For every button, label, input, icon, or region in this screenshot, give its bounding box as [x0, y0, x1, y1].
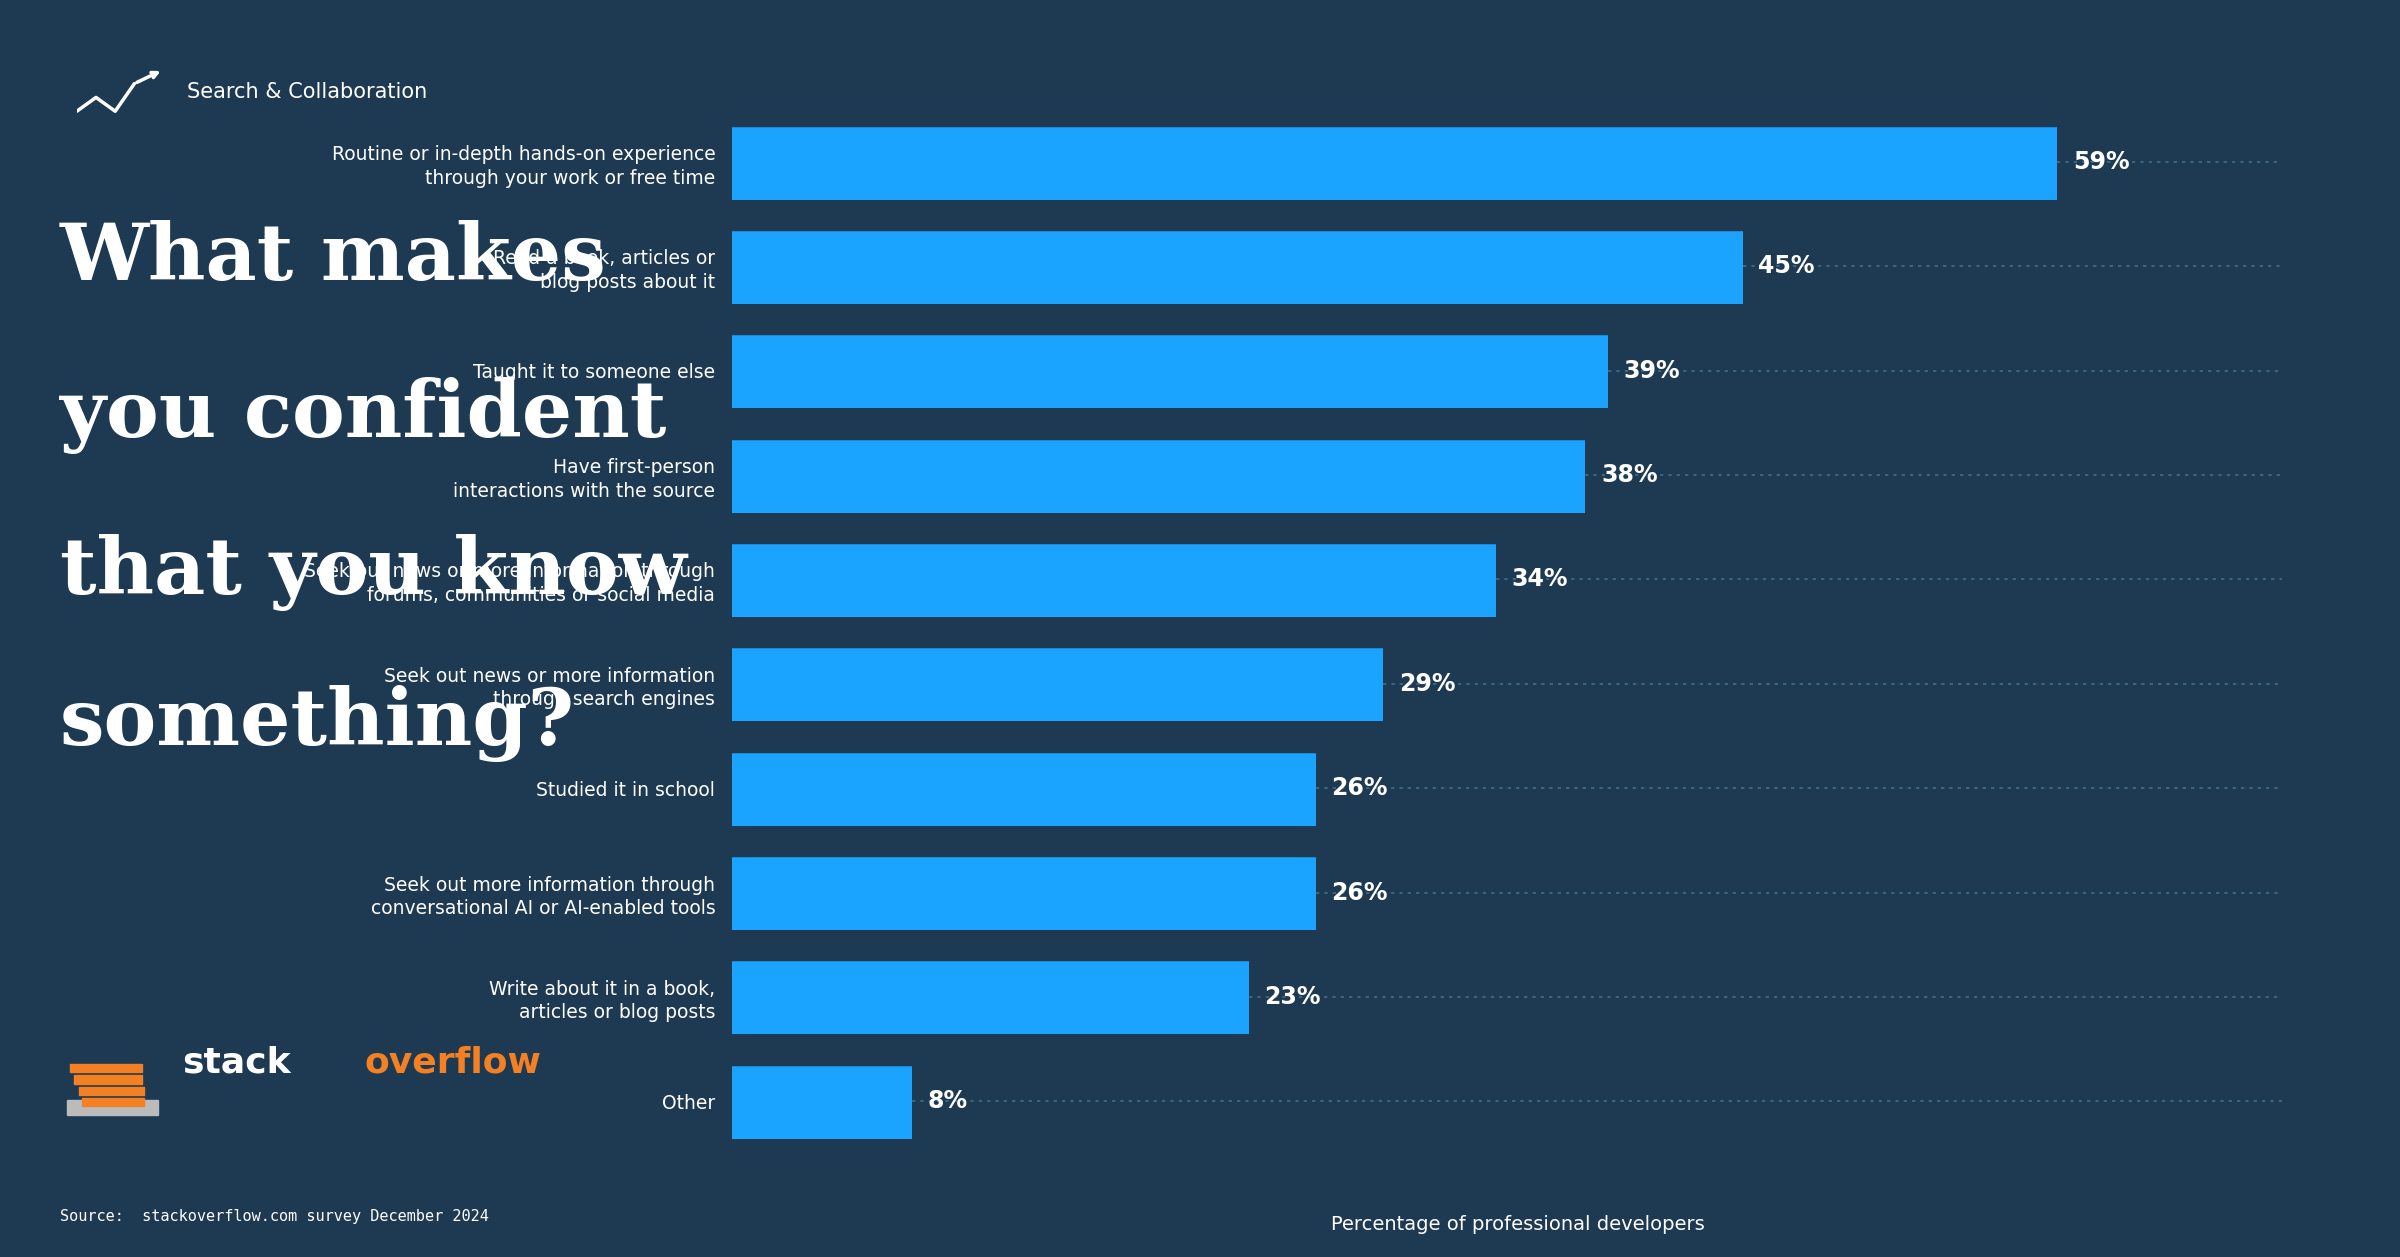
- Text: 29%: 29%: [1399, 671, 1454, 696]
- Bar: [732, 333, 1608, 409]
- Bar: [732, 646, 1382, 722]
- Text: 26%: 26%: [1332, 776, 1387, 801]
- Text: something?: something?: [60, 685, 576, 762]
- Text: that you know: that you know: [60, 534, 686, 611]
- Text: 23%: 23%: [1265, 984, 1320, 1009]
- Text: 38%: 38%: [1601, 463, 1658, 488]
- Text: Search & Collaboration: Search & Collaboration: [187, 82, 427, 102]
- Bar: [732, 542, 1495, 617]
- Bar: [732, 750, 1315, 826]
- Text: stack: stack: [182, 1045, 290, 1080]
- Text: Source:  stackoverflow.com survey December 2024: Source: stackoverflow.com survey Decembe…: [60, 1209, 490, 1224]
- Text: 8%: 8%: [926, 1089, 967, 1114]
- Text: 34%: 34%: [1512, 567, 1567, 592]
- Text: What makes: What makes: [60, 220, 607, 295]
- Text: 39%: 39%: [1622, 358, 1680, 383]
- Bar: [732, 855, 1315, 930]
- Bar: [732, 229, 1742, 304]
- Text: 45%: 45%: [1759, 254, 1814, 279]
- Bar: [732, 124, 2057, 200]
- Bar: [732, 959, 1248, 1035]
- Text: 26%: 26%: [1332, 880, 1387, 905]
- Bar: [732, 437, 1586, 513]
- Text: Percentage of professional developers: Percentage of professional developers: [1332, 1216, 1704, 1234]
- Text: overflow: overflow: [365, 1045, 542, 1080]
- Text: you confident: you confident: [60, 377, 667, 454]
- Text: 59%: 59%: [2074, 150, 2129, 175]
- Bar: [732, 1063, 912, 1139]
